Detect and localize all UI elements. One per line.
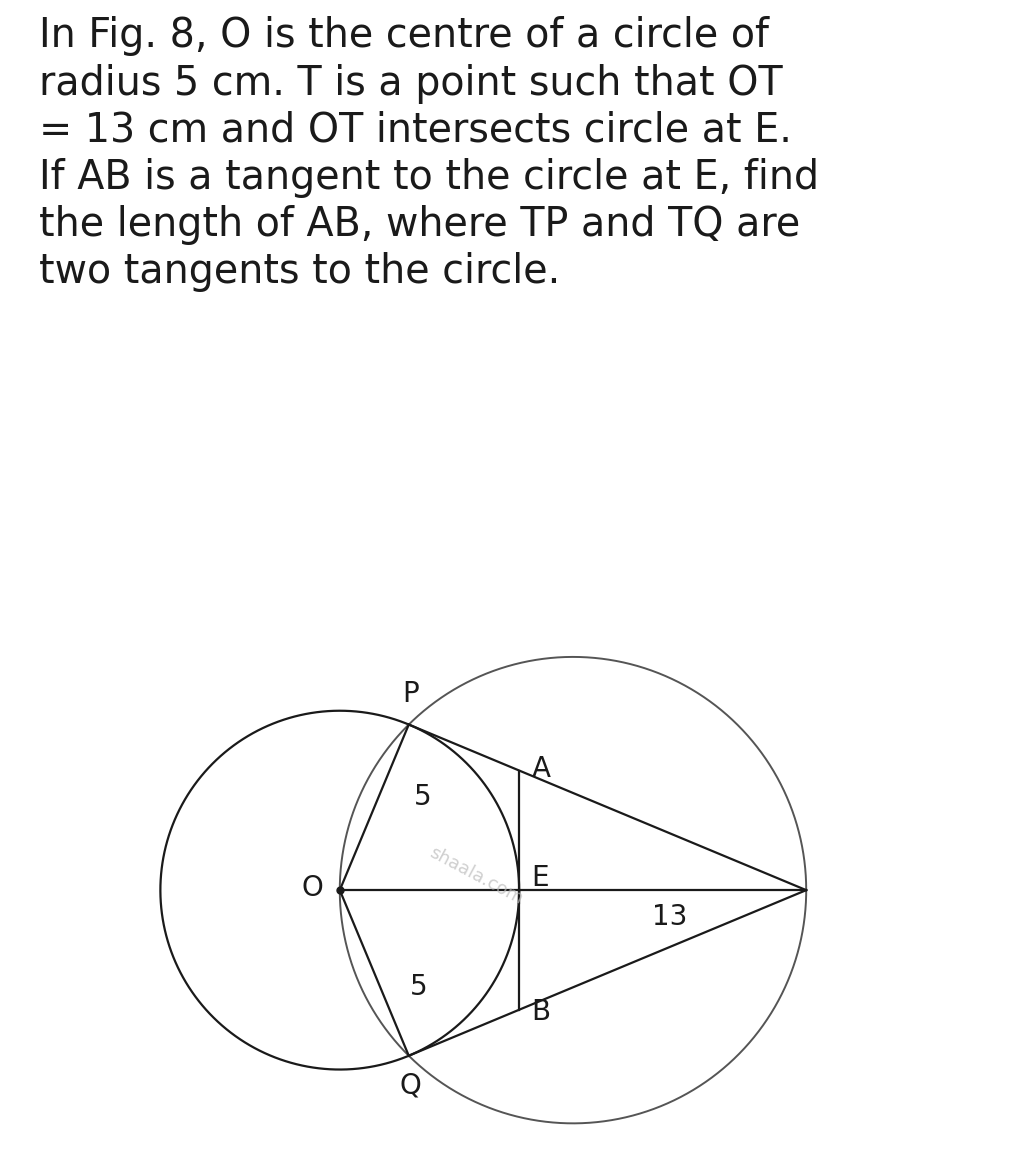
Text: radius 5 cm. T is a point such that OT: radius 5 cm. T is a point such that OT (39, 63, 782, 104)
Text: the length of AB, where TP and TQ are: the length of AB, where TP and TQ are (39, 205, 800, 245)
Text: 5: 5 (410, 973, 428, 1002)
Text: O: O (302, 874, 324, 902)
Text: B: B (531, 998, 551, 1026)
Text: 13: 13 (652, 903, 687, 930)
Text: = 13 cm and OT intersects circle at E.: = 13 cm and OT intersects circle at E. (39, 111, 792, 151)
Text: P: P (402, 681, 419, 708)
Text: Q: Q (399, 1072, 422, 1100)
Text: In Fig. 8, O is the centre of a circle of: In Fig. 8, O is the centre of a circle o… (39, 16, 769, 56)
Text: two tangents to the circle.: two tangents to the circle. (39, 253, 560, 292)
Text: 5: 5 (414, 783, 431, 811)
Text: E: E (531, 863, 549, 892)
Text: A: A (531, 755, 551, 783)
Text: If AB is a tangent to the circle at E, find: If AB is a tangent to the circle at E, f… (39, 158, 819, 198)
Text: shaala.com: shaala.com (426, 844, 526, 908)
